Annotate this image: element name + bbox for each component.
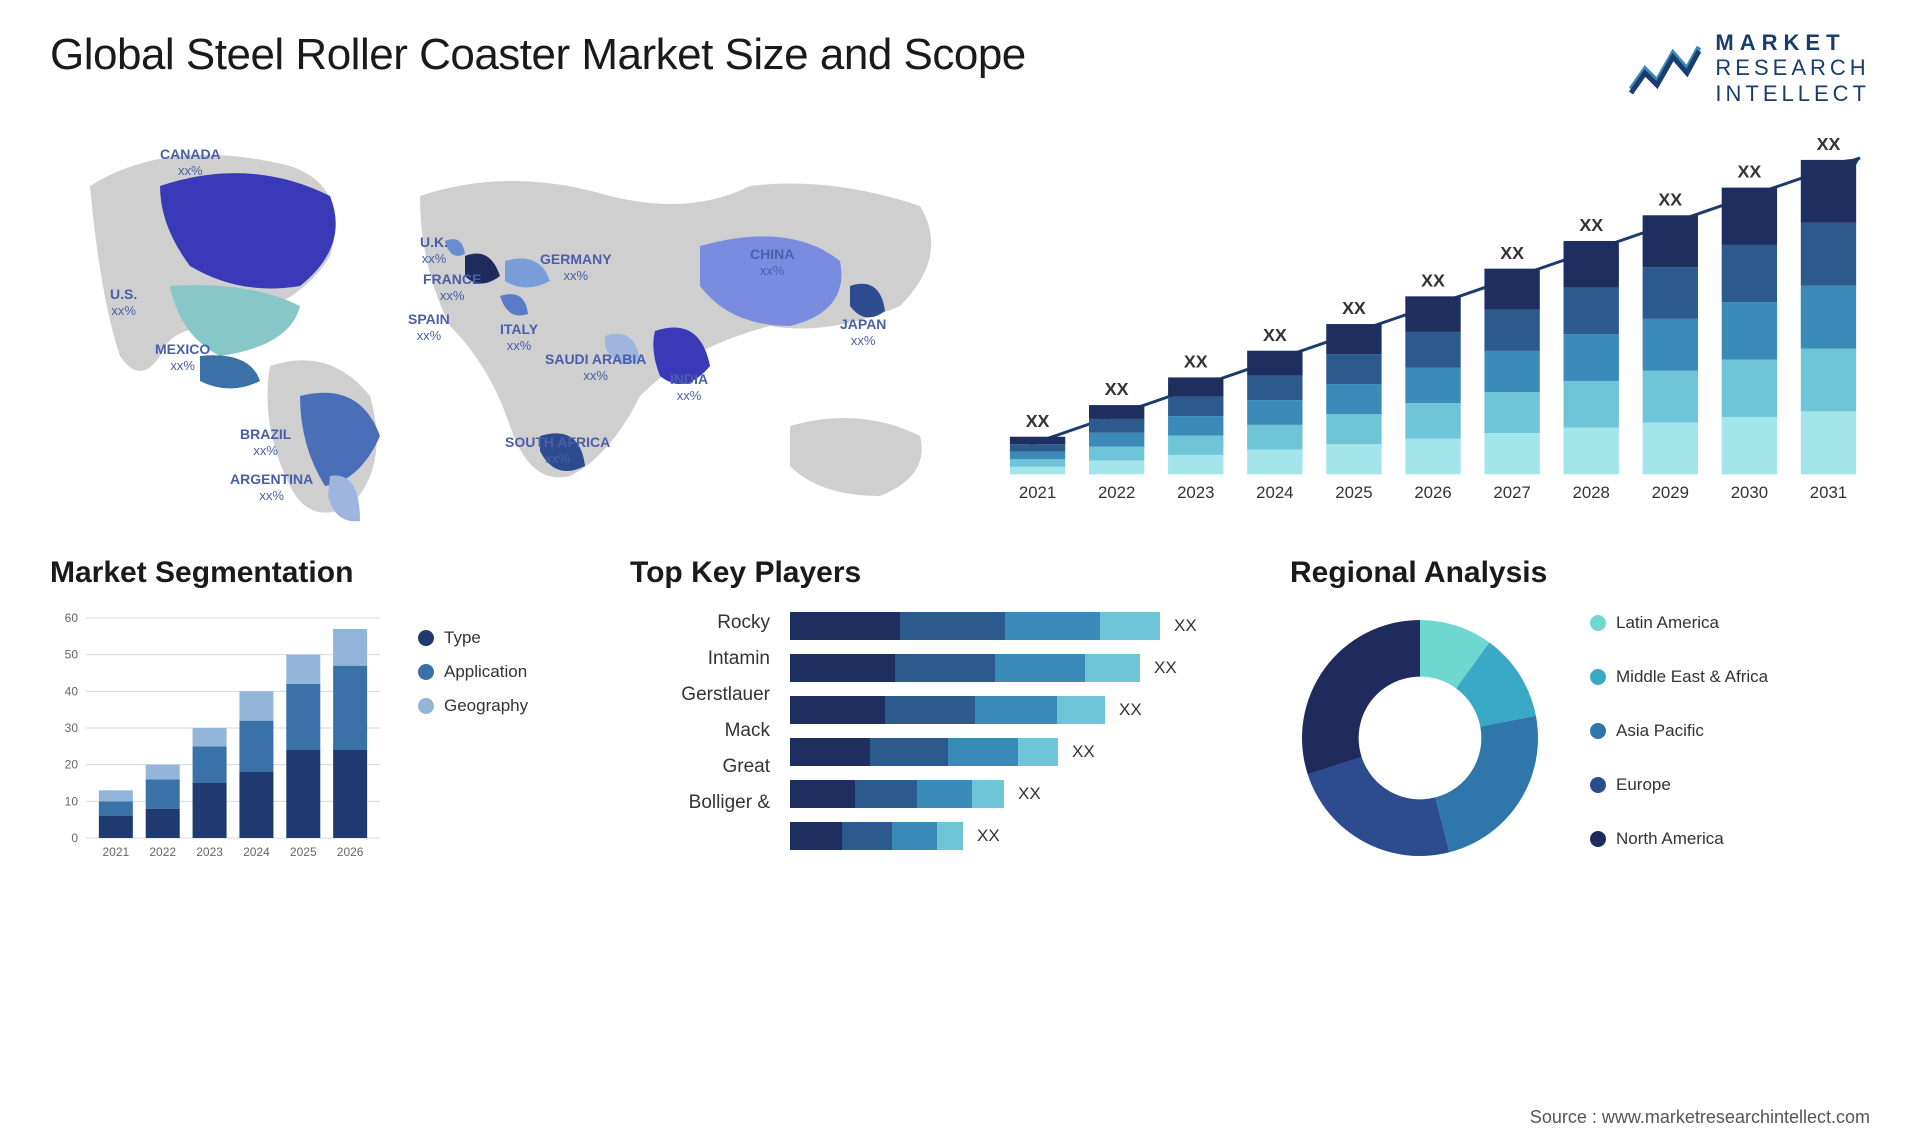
logo-icon: [1629, 39, 1701, 97]
svg-text:2031: 2031: [1810, 483, 1847, 502]
player-bar-row: XX: [790, 696, 1250, 724]
svg-text:20: 20: [65, 758, 79, 772]
svg-text:2028: 2028: [1573, 483, 1610, 502]
page-title: Global Steel Roller Coaster Market Size …: [50, 30, 1026, 80]
regional-title: Regional Analysis: [1290, 556, 1870, 590]
legend-item: Asia Pacific: [1590, 721, 1768, 741]
players-panel: Top Key Players Rocky Intamin Gerstlauer Ma…: [630, 556, 1250, 868]
map-label: SPAINxx%: [408, 311, 450, 343]
growth-bar-chart: XX 2021 XX 2022 XX 2023 XX 2024 XX 2025 XX 2026 XX 20…: [1000, 126, 1870, 526]
svg-text:2022: 2022: [149, 845, 176, 859]
regional-panel: Regional Analysis Latin America Middle Ea…: [1290, 556, 1870, 868]
svg-text:2026: 2026: [1414, 483, 1451, 502]
legend-item: Latin America: [1590, 613, 1768, 633]
svg-text:2025: 2025: [290, 845, 317, 859]
brand-logo: MARKET RESEARCH INTELLECT: [1629, 30, 1870, 106]
svg-text:2021: 2021: [103, 845, 130, 859]
svg-text:2022: 2022: [1098, 483, 1135, 502]
header: Global Steel Roller Coaster Market Size …: [0, 0, 1920, 116]
legend-item: Middle East & Africa: [1590, 667, 1768, 687]
svg-text:XX: XX: [1184, 351, 1208, 371]
map-label: CANADAxx%: [160, 146, 221, 178]
svg-text:2030: 2030: [1731, 483, 1768, 502]
players-bars-chart: XX XX XX XX XX XX: [790, 608, 1250, 850]
svg-text:XX: XX: [1658, 189, 1682, 209]
map-label: FRANCExx%: [423, 271, 481, 303]
legend-item: Type: [418, 628, 528, 648]
player-name: Rocky: [630, 612, 770, 634]
players-title: Top Key Players: [630, 556, 1250, 590]
svg-text:XX: XX: [1105, 379, 1129, 399]
player-bar-row: XX: [790, 738, 1250, 766]
svg-text:XX: XX: [1738, 162, 1762, 182]
map-label: SOUTH AFRICAxx%: [505, 434, 610, 466]
map-label: INDIAxx%: [670, 371, 708, 403]
player-bar-row: XX: [790, 822, 1250, 850]
svg-text:XX: XX: [1026, 411, 1050, 431]
map-label: JAPANxx%: [840, 316, 886, 348]
svg-text:2024: 2024: [1256, 483, 1293, 502]
svg-text:10: 10: [65, 794, 79, 808]
svg-text:XX: XX: [1342, 298, 1366, 318]
world-map-panel: CANADAxx% U.S.xx% MEXICOxx% BRAZILxx% ARGENT…: [50, 126, 960, 526]
map-label: GERMANYxx%: [540, 251, 612, 283]
svg-text:2021: 2021: [1019, 483, 1056, 502]
svg-text:60: 60: [65, 611, 79, 625]
legend-item: Geography: [418, 696, 528, 716]
source-footer: Source : www.marketresearchintellect.com: [1530, 1107, 1870, 1128]
logo-text-1: MARKET: [1715, 30, 1870, 55]
map-label: SAUDI ARABIAxx%: [545, 351, 646, 383]
segmentation-bar-chart: 0 10 20 30 40 50 60 2021 2022 2023 2024 2025 2026: [50, 608, 390, 868]
regional-donut-chart: [1290, 608, 1550, 868]
player-name: Gerstlauer: [630, 684, 770, 706]
svg-text:2023: 2023: [1177, 483, 1214, 502]
segmentation-panel: Market Segmentation 0 10 20 30 40 50 60 2021 202…: [50, 556, 590, 868]
map-label: U.K.xx%: [420, 234, 448, 266]
svg-text:2025: 2025: [1335, 483, 1372, 502]
player-bar-row: XX: [790, 780, 1250, 808]
map-label: BRAZILxx%: [240, 426, 291, 458]
svg-text:2024: 2024: [243, 845, 270, 859]
map-label: MEXICOxx%: [155, 341, 210, 373]
segmentation-title: Market Segmentation: [50, 556, 590, 590]
svg-text:0: 0: [71, 831, 78, 845]
legend-item: Europe: [1590, 775, 1768, 795]
logo-text-3: INTELLECT: [1715, 81, 1870, 106]
svg-text:30: 30: [65, 721, 79, 735]
player-name: Intamin: [630, 648, 770, 670]
map-label: CHINAxx%: [750, 246, 794, 278]
legend-item: Application: [418, 662, 528, 682]
map-label: ITALYxx%: [500, 321, 538, 353]
growth-chart-panel: XX 2021 XX 2022 XX 2023 XX 2024 XX 2025 XX 2026 XX 20…: [1000, 126, 1870, 526]
player-name: Great: [630, 756, 770, 778]
player-bar-row: XX: [790, 654, 1250, 682]
map-label: U.S.xx%: [110, 286, 137, 318]
logo-text-2: RESEARCH: [1715, 55, 1870, 80]
svg-text:XX: XX: [1579, 215, 1603, 235]
svg-text:XX: XX: [1421, 270, 1445, 290]
svg-text:2023: 2023: [196, 845, 223, 859]
player-bar-row: XX: [790, 612, 1250, 640]
legend-item: North America: [1590, 829, 1768, 849]
player-name: Mack: [630, 720, 770, 742]
players-names: Rocky Intamin Gerstlauer Mack Great Bolliger …: [630, 608, 770, 850]
bottom-row: Market Segmentation 0 10 20 30 40 50 60 2021 202…: [0, 546, 1920, 868]
svg-text:50: 50: [65, 648, 79, 662]
svg-text:2029: 2029: [1652, 483, 1689, 502]
svg-text:2027: 2027: [1493, 483, 1530, 502]
svg-text:XX: XX: [1263, 325, 1287, 345]
map-label: ARGENTINAxx%: [230, 471, 313, 503]
player-name: Bolliger &: [630, 792, 770, 814]
regional-legend: Latin America Middle East & Africa Asia Pa…: [1590, 613, 1768, 863]
svg-text:XX: XX: [1500, 243, 1524, 263]
svg-text:2026: 2026: [337, 845, 364, 859]
segmentation-legend: Type Application Geography: [418, 608, 528, 730]
top-row: CANADAxx% U.S.xx% MEXICOxx% BRAZILxx% ARGENT…: [0, 116, 1920, 546]
svg-text:40: 40: [65, 684, 79, 698]
svg-text:XX: XX: [1817, 134, 1841, 154]
